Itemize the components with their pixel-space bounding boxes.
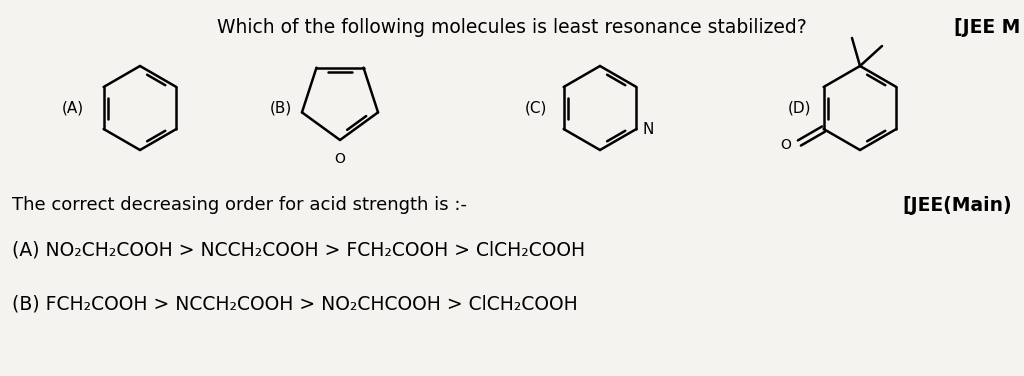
- Text: (D): (D): [788, 100, 811, 115]
- Text: (B) FCH₂COOH > NCCH₂COOH > NO₂CHCOOH > ClCH₂COOH: (B) FCH₂COOH > NCCH₂COOH > NO₂CHCOOH > C…: [12, 295, 578, 314]
- Text: The correct decreasing order for acid strength is :-: The correct decreasing order for acid st…: [12, 196, 467, 214]
- Text: (B): (B): [270, 100, 292, 115]
- Text: [JEE M: [JEE M: [953, 18, 1020, 37]
- Text: N: N: [642, 121, 653, 136]
- Text: (A) NO₂CH₂COOH > NCCH₂COOH > FCH₂COOH > ClCH₂COOH: (A) NO₂CH₂COOH > NCCH₂COOH > FCH₂COOH > …: [12, 240, 585, 259]
- Text: [JEE(Main): [JEE(Main): [902, 196, 1012, 215]
- Text: (C): (C): [525, 100, 548, 115]
- Text: Which of the following molecules is least resonance stabilized?: Which of the following molecules is leas…: [217, 18, 807, 37]
- Text: (A): (A): [62, 100, 84, 115]
- Text: O: O: [335, 152, 345, 166]
- Text: O: O: [780, 138, 792, 152]
